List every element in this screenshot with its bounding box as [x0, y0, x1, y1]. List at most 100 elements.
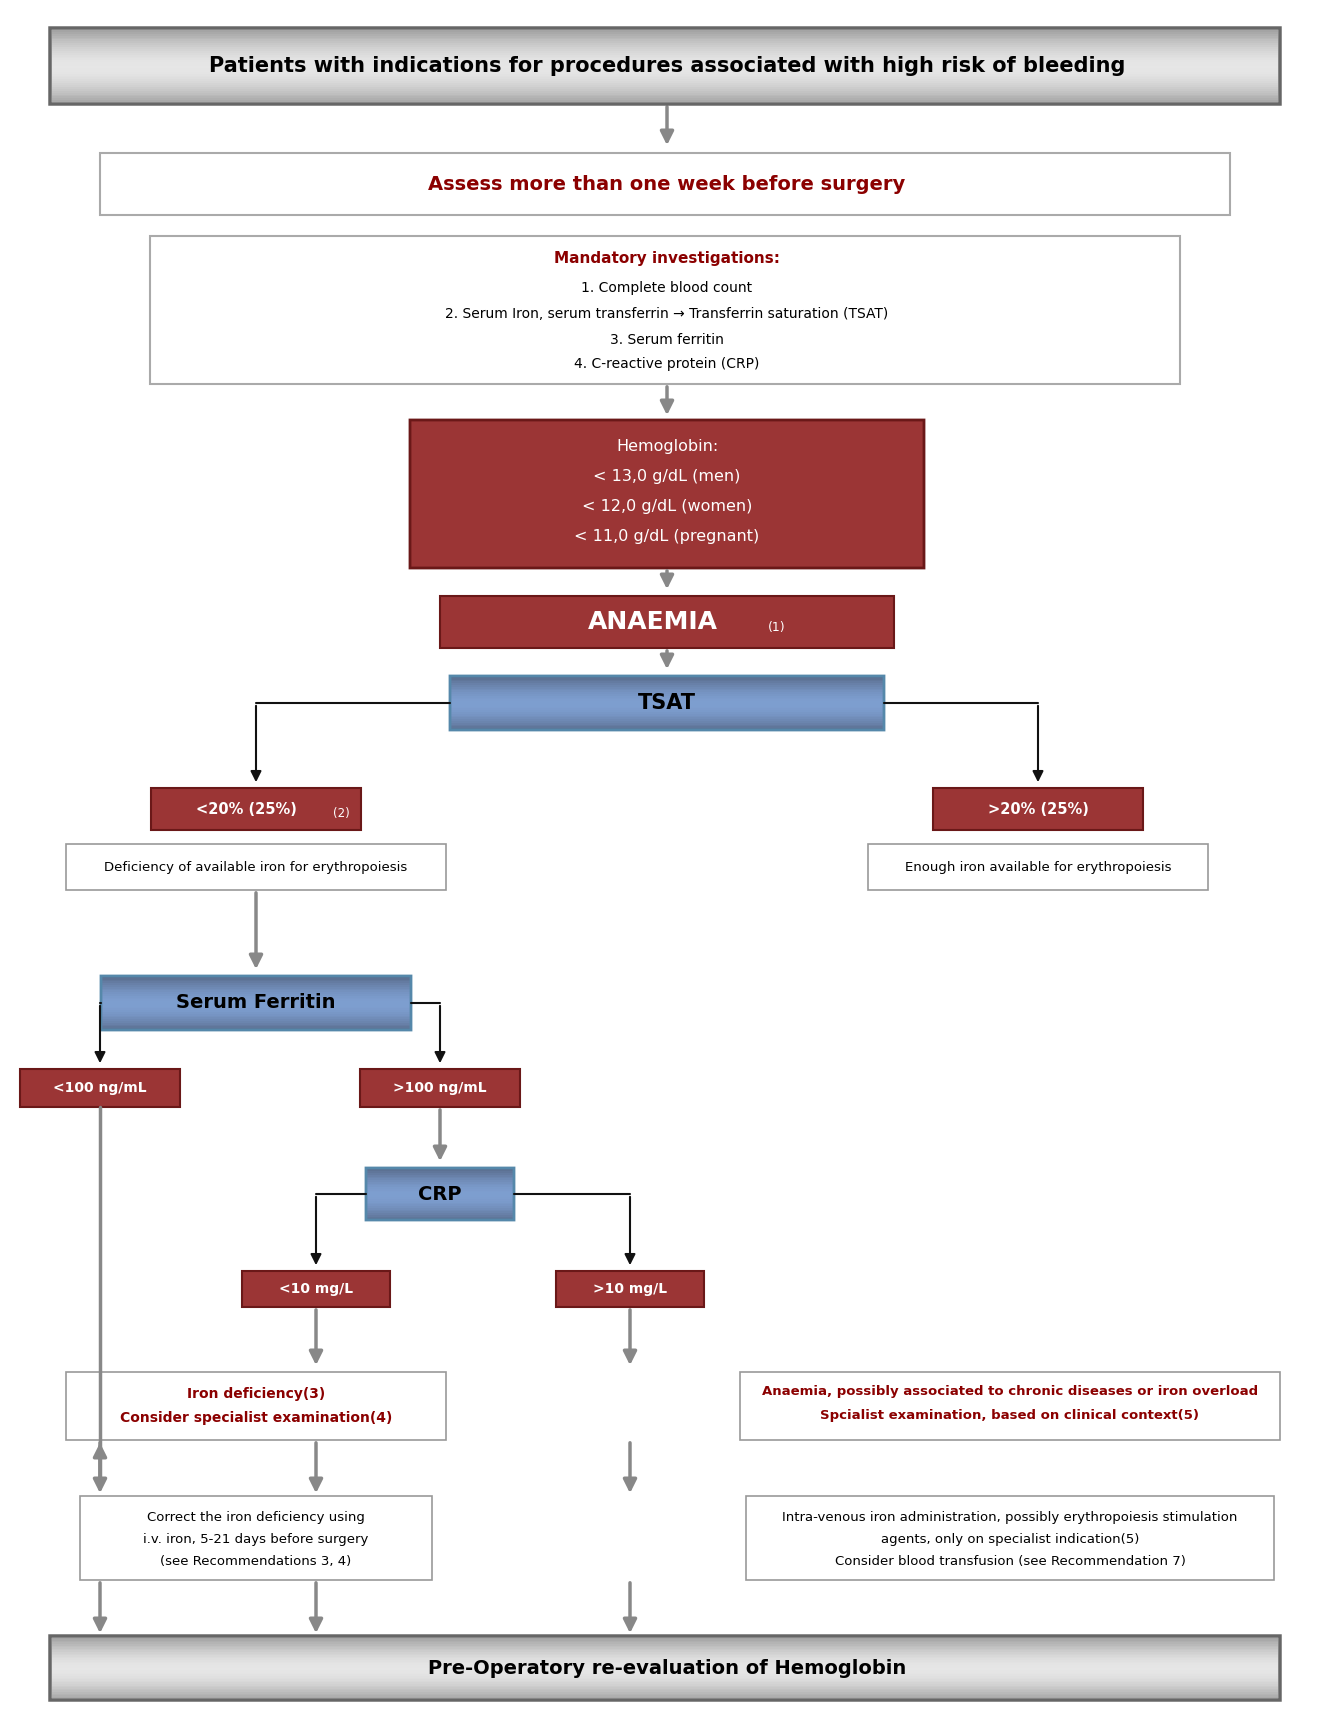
Bar — [49, 47, 1281, 50]
Text: 3. Serum ferritin: 3. Serum ferritin — [610, 334, 724, 347]
FancyBboxPatch shape — [746, 1496, 1274, 1579]
Bar — [49, 93, 1281, 95]
Text: < 12,0 g/dL (women): < 12,0 g/dL (women) — [582, 498, 752, 513]
Bar — [49, 1650, 1281, 1652]
Text: <20% (25%): <20% (25%) — [196, 802, 296, 817]
Bar — [49, 1690, 1281, 1692]
Bar — [450, 700, 884, 702]
Bar — [49, 71, 1281, 74]
Bar — [450, 707, 884, 708]
Bar — [450, 691, 884, 693]
Bar — [450, 714, 884, 715]
Bar — [49, 1649, 1281, 1650]
FancyBboxPatch shape — [151, 788, 362, 829]
Bar — [450, 698, 884, 700]
Bar — [450, 710, 884, 712]
Bar — [366, 1217, 514, 1218]
Bar — [366, 1192, 514, 1194]
Bar — [49, 1676, 1281, 1678]
Bar — [49, 1681, 1281, 1683]
Text: Deficiency of available iron for erythropoiesis: Deficiency of available iron for erythro… — [104, 861, 408, 873]
Bar — [366, 1168, 514, 1170]
Bar — [101, 983, 411, 985]
Bar — [366, 1213, 514, 1215]
Bar — [366, 1206, 514, 1208]
Text: Pre-Operatory re-evaluation of Hemoglobin: Pre-Operatory re-evaluation of Hemoglobi… — [428, 1659, 906, 1678]
Bar — [49, 1692, 1281, 1693]
Bar — [49, 1647, 1281, 1649]
Bar — [101, 995, 411, 999]
Bar — [49, 76, 1281, 78]
Bar — [366, 1191, 514, 1192]
Bar — [49, 1666, 1281, 1669]
FancyBboxPatch shape — [440, 596, 894, 648]
Bar — [366, 1201, 514, 1203]
Bar — [101, 987, 411, 988]
Bar — [101, 1011, 411, 1013]
Bar — [49, 81, 1281, 83]
Text: Consider blood transfusion (see Recommendation 7): Consider blood transfusion (see Recommen… — [835, 1555, 1186, 1569]
Bar — [49, 1693, 1281, 1695]
Bar — [366, 1189, 514, 1191]
FancyBboxPatch shape — [149, 237, 1181, 384]
Bar — [49, 67, 1281, 71]
Bar — [49, 1683, 1281, 1685]
Bar — [49, 1673, 1281, 1674]
Bar — [49, 1671, 1281, 1673]
Bar — [49, 31, 1281, 35]
Bar — [49, 43, 1281, 45]
Bar — [450, 684, 884, 688]
Bar — [49, 78, 1281, 79]
Bar — [366, 1173, 514, 1175]
Text: TSAT: TSAT — [638, 693, 696, 714]
Bar — [450, 696, 884, 698]
Bar — [101, 988, 411, 990]
Bar — [49, 1659, 1281, 1661]
FancyBboxPatch shape — [20, 1070, 180, 1108]
Text: Hemoglobin:: Hemoglobin: — [616, 439, 718, 453]
Bar — [49, 1642, 1281, 1645]
Bar — [450, 681, 884, 684]
Bar — [366, 1210, 514, 1211]
Bar — [49, 45, 1281, 47]
Text: (see Recommendations 3, 4): (see Recommendations 3, 4) — [160, 1555, 352, 1569]
FancyBboxPatch shape — [360, 1070, 520, 1108]
Bar — [101, 1020, 411, 1021]
Bar — [450, 705, 884, 707]
Bar — [450, 676, 884, 679]
Bar — [366, 1198, 514, 1199]
Bar — [450, 688, 884, 691]
Text: < 13,0 g/dL (men): < 13,0 g/dL (men) — [594, 468, 740, 484]
Bar — [101, 1023, 411, 1025]
Text: 4. C-reactive protein (CRP): 4. C-reactive protein (CRP) — [575, 358, 759, 372]
Bar — [49, 1664, 1281, 1668]
Bar — [49, 1697, 1281, 1699]
Bar — [49, 1643, 1281, 1647]
FancyBboxPatch shape — [65, 843, 446, 890]
Bar — [49, 1642, 1281, 1643]
FancyBboxPatch shape — [932, 788, 1143, 829]
Bar — [101, 1028, 411, 1030]
Text: agents, only on specialist indication(5): agents, only on specialist indication(5) — [880, 1533, 1139, 1547]
Bar — [49, 69, 1281, 73]
Bar — [450, 715, 884, 717]
Bar — [101, 999, 411, 1002]
Bar — [366, 1215, 514, 1217]
Bar — [366, 1172, 514, 1173]
Bar — [49, 35, 1281, 36]
FancyBboxPatch shape — [241, 1272, 390, 1306]
Bar — [366, 1208, 514, 1210]
Bar — [101, 1014, 411, 1016]
Text: Spcialist examination, based on clinical context(5): Spcialist examination, based on clinical… — [820, 1410, 1199, 1422]
FancyBboxPatch shape — [65, 1372, 446, 1439]
Bar — [49, 1685, 1281, 1687]
Bar — [101, 976, 411, 978]
Bar — [49, 100, 1281, 102]
Bar — [49, 1688, 1281, 1692]
Bar — [101, 1002, 411, 1006]
Text: <10 mg/L: <10 mg/L — [279, 1282, 354, 1296]
Bar — [366, 1194, 514, 1196]
Bar — [49, 36, 1281, 38]
Bar — [101, 978, 411, 980]
Text: Anaemia, possibly associated to chronic diseases or iron overload: Anaemia, possibly associated to chronic … — [762, 1386, 1258, 1398]
